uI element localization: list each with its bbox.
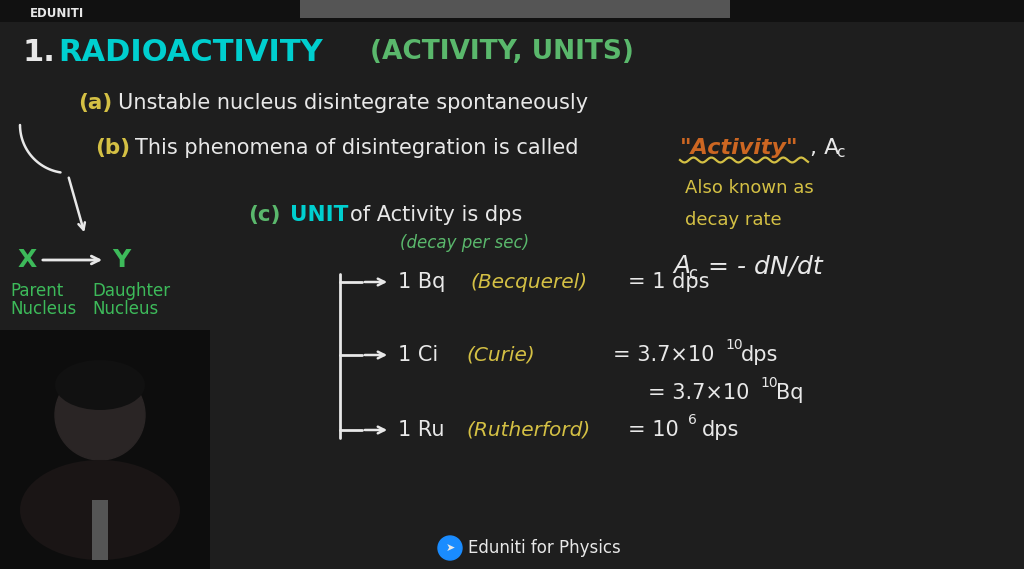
Text: Nucleus: Nucleus	[92, 300, 159, 318]
Text: Y: Y	[112, 248, 130, 272]
Text: (ACTIVITY, UNITS): (ACTIVITY, UNITS)	[370, 39, 634, 65]
Circle shape	[438, 536, 462, 560]
Bar	[0, 0, 1024, 22]
Bar	[92, 500, 108, 560]
Text: "Activity": "Activity"	[680, 138, 799, 158]
Text: Nucleus: Nucleus	[10, 300, 76, 318]
Bar	[0, 330, 210, 569]
Text: RADIOACTIVITY: RADIOACTIVITY	[58, 38, 323, 67]
Text: (decay per sec): (decay per sec)	[400, 234, 529, 252]
Text: (b): (b)	[95, 138, 130, 158]
Text: EDUNITI: EDUNITI	[30, 6, 84, 19]
Text: = - dN/dt: = - dN/dt	[700, 254, 822, 278]
Text: (a): (a)	[78, 93, 113, 113]
Text: 10: 10	[760, 376, 777, 390]
Text: = 1 dps: = 1 dps	[628, 272, 710, 292]
Text: A: A	[673, 254, 690, 278]
Text: 6: 6	[688, 413, 697, 427]
Text: 1 Bq: 1 Bq	[398, 272, 445, 292]
Text: Also known as: Also known as	[685, 179, 814, 197]
Text: UNIT: UNIT	[290, 205, 348, 225]
Text: 1.: 1.	[22, 38, 55, 67]
Text: (Becquerel): (Becquerel)	[470, 273, 587, 291]
Ellipse shape	[55, 360, 145, 410]
Text: (Rutherford): (Rutherford)	[466, 420, 590, 439]
Text: decay rate: decay rate	[685, 211, 781, 229]
Text: Parent: Parent	[10, 282, 63, 300]
Text: Bq: Bq	[776, 383, 804, 403]
Text: dps: dps	[741, 345, 778, 365]
Text: , A: , A	[810, 138, 840, 158]
Circle shape	[55, 370, 145, 460]
Text: (c): (c)	[248, 205, 281, 225]
Text: X: X	[18, 248, 37, 272]
Text: c: c	[688, 265, 697, 283]
Text: (Curie): (Curie)	[466, 345, 535, 365]
Text: Unstable nucleus disintegrate spontaneously: Unstable nucleus disintegrate spontaneou…	[118, 93, 588, 113]
Text: c: c	[836, 145, 845, 159]
Text: of Activity is dps: of Activity is dps	[350, 205, 522, 225]
Text: 1 Ru: 1 Ru	[398, 420, 444, 440]
Ellipse shape	[20, 460, 180, 560]
Text: Daughter: Daughter	[92, 282, 170, 300]
Text: = 10: = 10	[628, 420, 679, 440]
Text: dps: dps	[702, 420, 739, 440]
Text: = 3.7×10: = 3.7×10	[648, 383, 750, 403]
Text: This phenomena of disintegration is called: This phenomena of disintegration is call…	[135, 138, 579, 158]
Text: ➤: ➤	[445, 543, 455, 553]
Text: 10: 10	[725, 338, 742, 352]
Text: Eduniti for Physics: Eduniti for Physics	[468, 539, 621, 557]
Text: = 3.7×10: = 3.7×10	[613, 345, 715, 365]
Text: 1 Ci: 1 Ci	[398, 345, 438, 365]
Bar	[300, 0, 730, 18]
